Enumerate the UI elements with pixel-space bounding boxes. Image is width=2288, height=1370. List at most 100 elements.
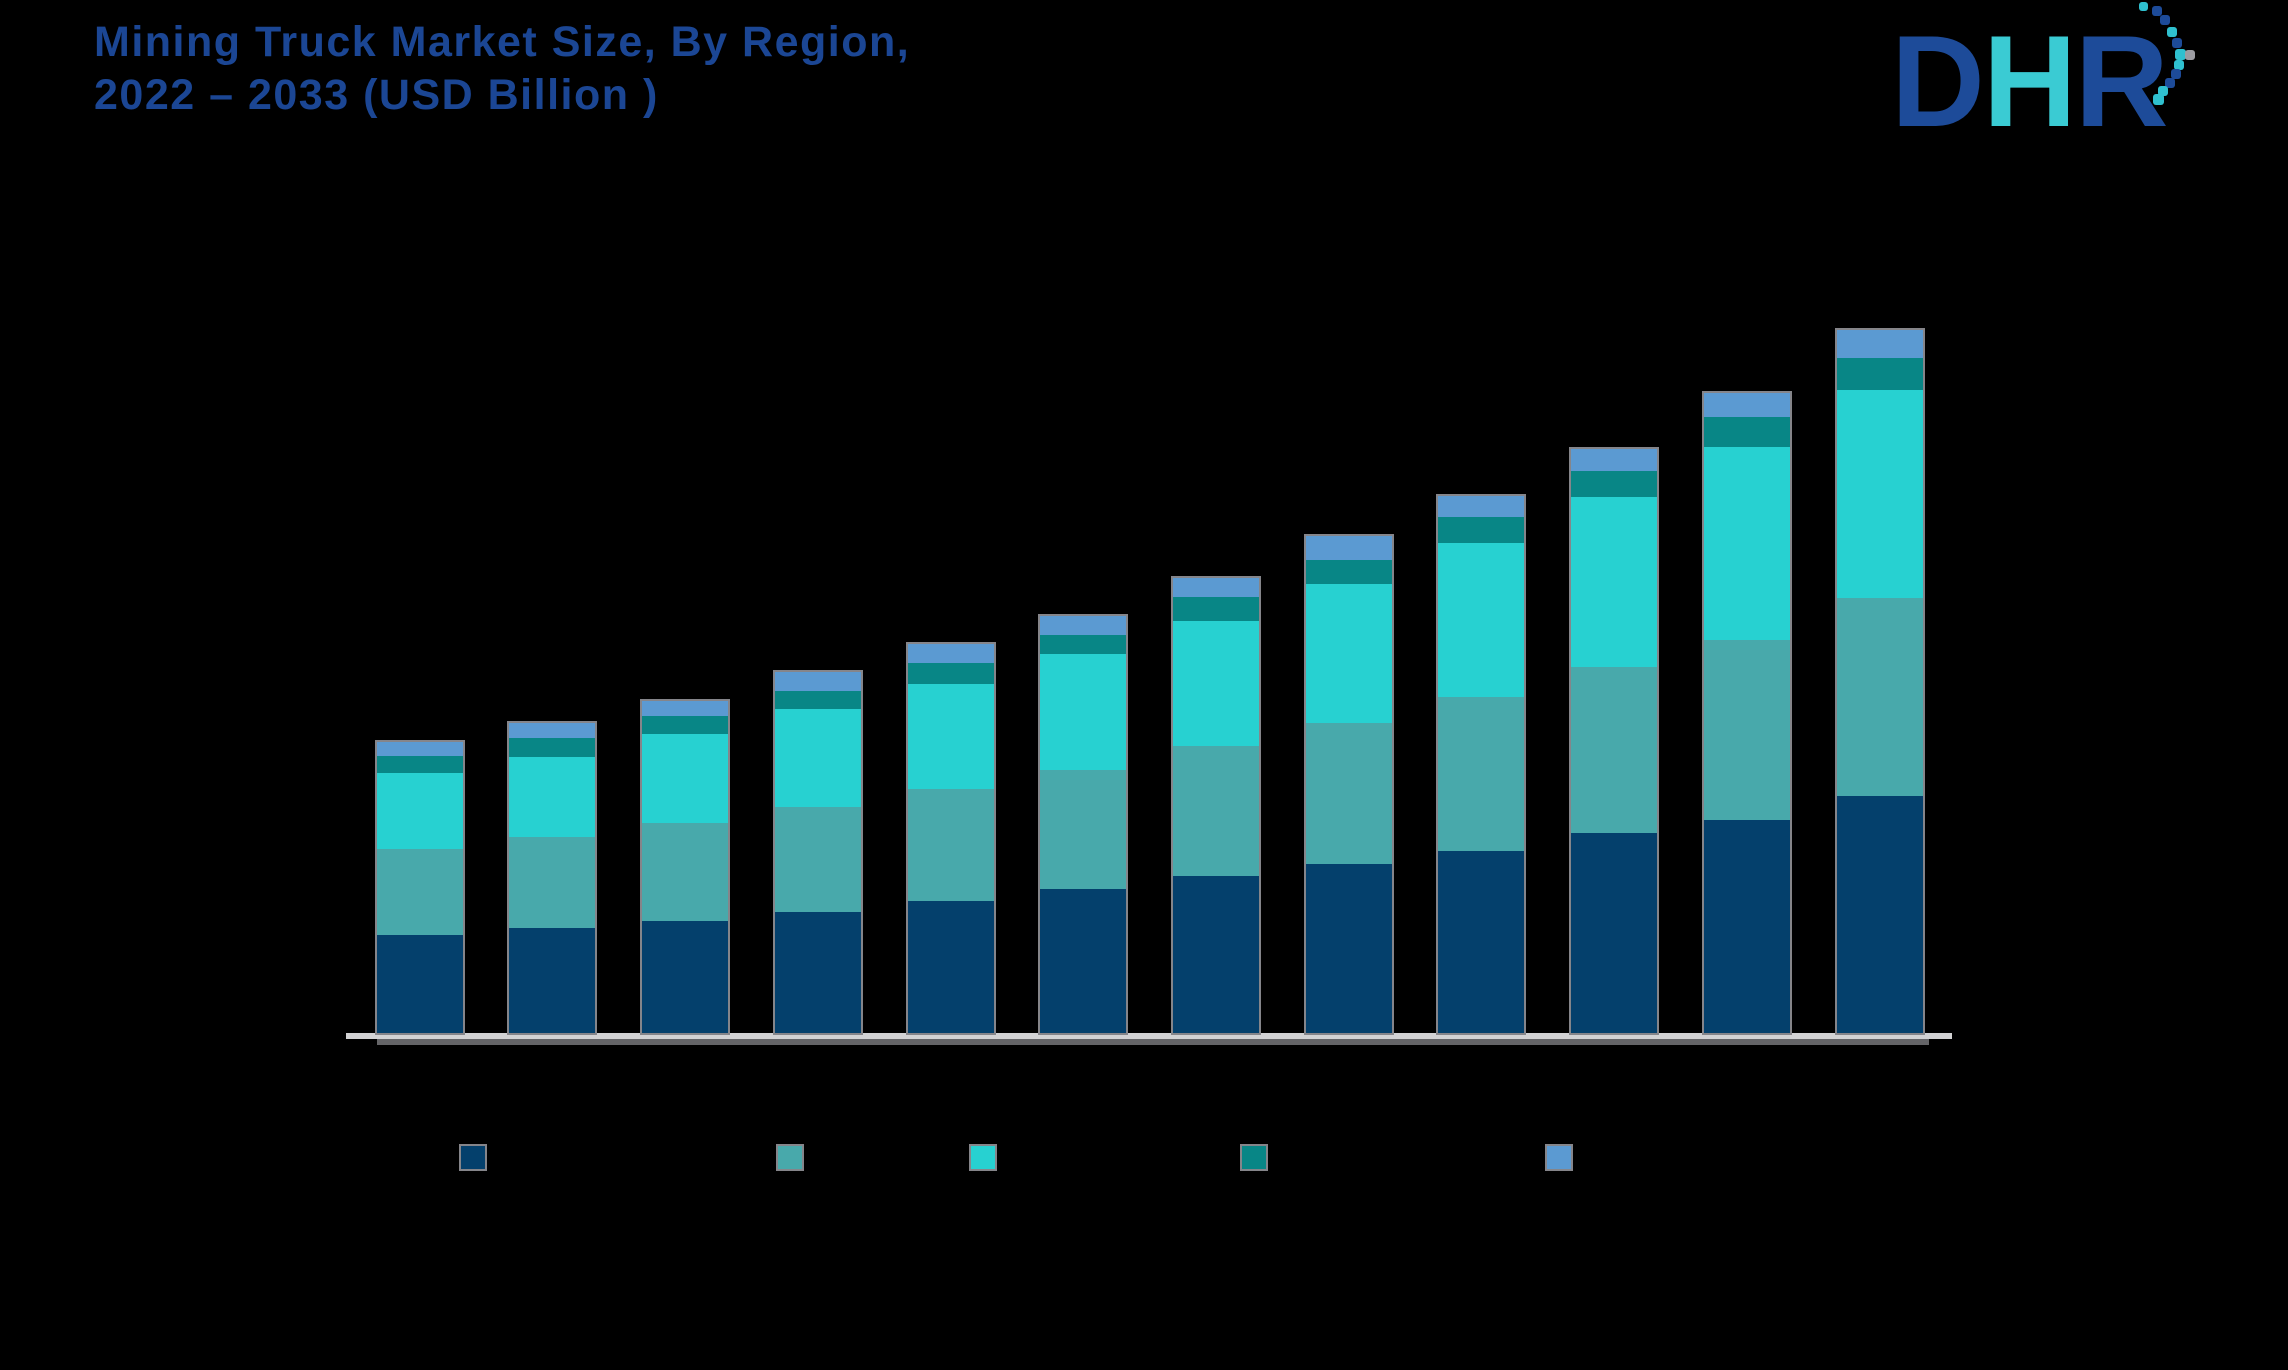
bar-2032 bbox=[1701, 391, 1792, 1035]
bar-2030-segment-teal bbox=[1438, 697, 1525, 851]
bar-2028-segment-dark-navy bbox=[1172, 876, 1259, 1033]
bar-2028-segment-cornflower-blue bbox=[1172, 578, 1259, 597]
bar-2022-segment-dark-navy bbox=[376, 935, 463, 1033]
bar-2025-segment-dark-navy bbox=[774, 912, 861, 1033]
bar-2023-segment-dark-navy bbox=[509, 928, 596, 1033]
x-axis-line bbox=[346, 1033, 1952, 1039]
bar-2030-segment-turquoise bbox=[1438, 543, 1525, 697]
logo-swirl-dot bbox=[2139, 2, 2148, 11]
bar-2033-segment-teal bbox=[1836, 598, 1923, 796]
legend-swatch-cornflower-blue bbox=[1545, 1144, 1573, 1171]
bar-2024-segment-dark-teal bbox=[642, 716, 729, 734]
bar-2032-segment-cornflower-blue bbox=[1703, 393, 1790, 417]
bar-2023-segment-cornflower-blue bbox=[509, 723, 596, 738]
bar-2024-segment-dark-navy bbox=[642, 921, 729, 1033]
x-axis-shadow bbox=[377, 1039, 1929, 1045]
logo-swirl-dot bbox=[2153, 94, 2164, 105]
bar-2032-segment-teal bbox=[1703, 640, 1790, 820]
bar-2032-segment-turquoise bbox=[1703, 447, 1790, 640]
bar-2028-segment-turquoise bbox=[1172, 621, 1259, 746]
bar-2027-segment-turquoise bbox=[1040, 654, 1127, 770]
logo-swirl-dot bbox=[2171, 69, 2181, 79]
bar-2024-segment-turquoise bbox=[642, 734, 729, 823]
bar-2026-segment-teal bbox=[907, 789, 994, 901]
bar-2029-segment-dark-navy bbox=[1305, 864, 1392, 1033]
bar-2023 bbox=[507, 721, 598, 1035]
bar-2033 bbox=[1834, 328, 1925, 1035]
logo-swirl-dot bbox=[2175, 49, 2186, 60]
bar-2031-segment-teal bbox=[1571, 667, 1658, 833]
bar-2030-segment-cornflower-blue bbox=[1438, 496, 1525, 517]
legend-swatch-teal bbox=[776, 1144, 804, 1171]
bar-2032-segment-dark-teal bbox=[1703, 417, 1790, 447]
bar-2030-segment-dark-navy bbox=[1438, 851, 1525, 1033]
bar-2022-segment-cornflower-blue bbox=[376, 742, 463, 756]
bar-2029-segment-cornflower-blue bbox=[1305, 536, 1392, 560]
chart-title-line1: Mining Truck Market Size, By Region, bbox=[94, 18, 911, 66]
bar-2026-segment-cornflower-blue bbox=[907, 644, 994, 663]
bar-2027-segment-dark-navy bbox=[1040, 889, 1127, 1033]
bar-2026 bbox=[905, 642, 996, 1035]
bar-2022-segment-dark-teal bbox=[376, 756, 463, 773]
bar-2029 bbox=[1303, 534, 1394, 1035]
bar-2032-segment-dark-navy bbox=[1703, 820, 1790, 1033]
bar-2025-segment-teal bbox=[774, 807, 861, 912]
bar-2026-segment-dark-navy bbox=[907, 901, 994, 1033]
bar-2022 bbox=[374, 740, 465, 1035]
bar-2033-segment-cornflower-blue bbox=[1836, 330, 1923, 358]
bar-2029-segment-dark-teal bbox=[1305, 560, 1392, 584]
logo-swirl-dot bbox=[2167, 27, 2177, 37]
bar-2028-segment-teal bbox=[1172, 746, 1259, 876]
bar-2027-segment-teal bbox=[1040, 770, 1127, 889]
bar-2023-segment-dark-teal bbox=[509, 738, 596, 757]
bar-2029-segment-turquoise bbox=[1305, 584, 1392, 723]
bar-2022-segment-teal bbox=[376, 849, 463, 935]
bar-2026-segment-turquoise bbox=[907, 684, 994, 789]
logo-swirl-dot bbox=[2152, 6, 2162, 16]
logo-letter-r: R bbox=[2074, 8, 2169, 154]
bar-2024-segment-cornflower-blue bbox=[642, 701, 729, 716]
logo-swirl-dot bbox=[2160, 15, 2170, 25]
bar-2031 bbox=[1569, 447, 1660, 1035]
legend-swatch-dark-navy bbox=[459, 1144, 487, 1171]
bar-2028 bbox=[1170, 576, 1261, 1035]
logo-letter-h: H bbox=[1982, 8, 2077, 154]
logo-swirl-dot bbox=[2172, 38, 2182, 48]
logo-swirl-dot bbox=[2158, 86, 2168, 96]
dhr-logo: DHR bbox=[1891, 8, 2169, 154]
bar-2030-segment-dark-teal bbox=[1438, 517, 1525, 543]
bar-2025 bbox=[772, 670, 863, 1035]
bar-2030 bbox=[1436, 494, 1527, 1035]
bar-2027 bbox=[1038, 614, 1129, 1035]
bar-2031-segment-dark-navy bbox=[1571, 833, 1658, 1033]
bar-2029-segment-teal bbox=[1305, 723, 1392, 864]
bar-2025-segment-cornflower-blue bbox=[774, 672, 861, 691]
bar-2033-segment-dark-teal bbox=[1836, 358, 1923, 390]
bar-2031-segment-dark-teal bbox=[1571, 471, 1658, 497]
bar-2033-segment-turquoise bbox=[1836, 390, 1923, 598]
bar-2023-segment-turquoise bbox=[509, 757, 596, 837]
chart-title-line2: 2022 – 2033 (USD Billion ) bbox=[94, 71, 659, 119]
bar-2028-segment-dark-teal bbox=[1172, 597, 1259, 621]
bar-2023-segment-teal bbox=[509, 837, 596, 928]
bar-2022-segment-turquoise bbox=[376, 773, 463, 849]
bar-2033-segment-dark-navy bbox=[1836, 796, 1923, 1033]
logo-swirl-dot bbox=[2185, 50, 2195, 60]
logo-swirl-dot bbox=[2174, 60, 2184, 70]
bar-2024-segment-teal bbox=[642, 823, 729, 921]
bar-2027-segment-cornflower-blue bbox=[1040, 616, 1127, 635]
chart-title: Mining Truck Market Size, By Region, 202… bbox=[94, 16, 910, 122]
legend-swatch-turquoise bbox=[969, 1144, 997, 1171]
logo-swirl-dot bbox=[2165, 78, 2175, 88]
bar-2031-segment-cornflower-blue bbox=[1571, 449, 1658, 471]
bar-2026-segment-dark-teal bbox=[907, 663, 994, 684]
bar-2025-segment-dark-teal bbox=[774, 691, 861, 709]
bar-2027-segment-dark-teal bbox=[1040, 635, 1127, 654]
bar-2025-segment-turquoise bbox=[774, 709, 861, 807]
bar-2024 bbox=[640, 699, 731, 1035]
bar-2031-segment-turquoise bbox=[1571, 497, 1658, 667]
logo-letter-d: D bbox=[1891, 8, 1985, 154]
legend-swatch-dark-teal bbox=[1240, 1144, 1268, 1171]
